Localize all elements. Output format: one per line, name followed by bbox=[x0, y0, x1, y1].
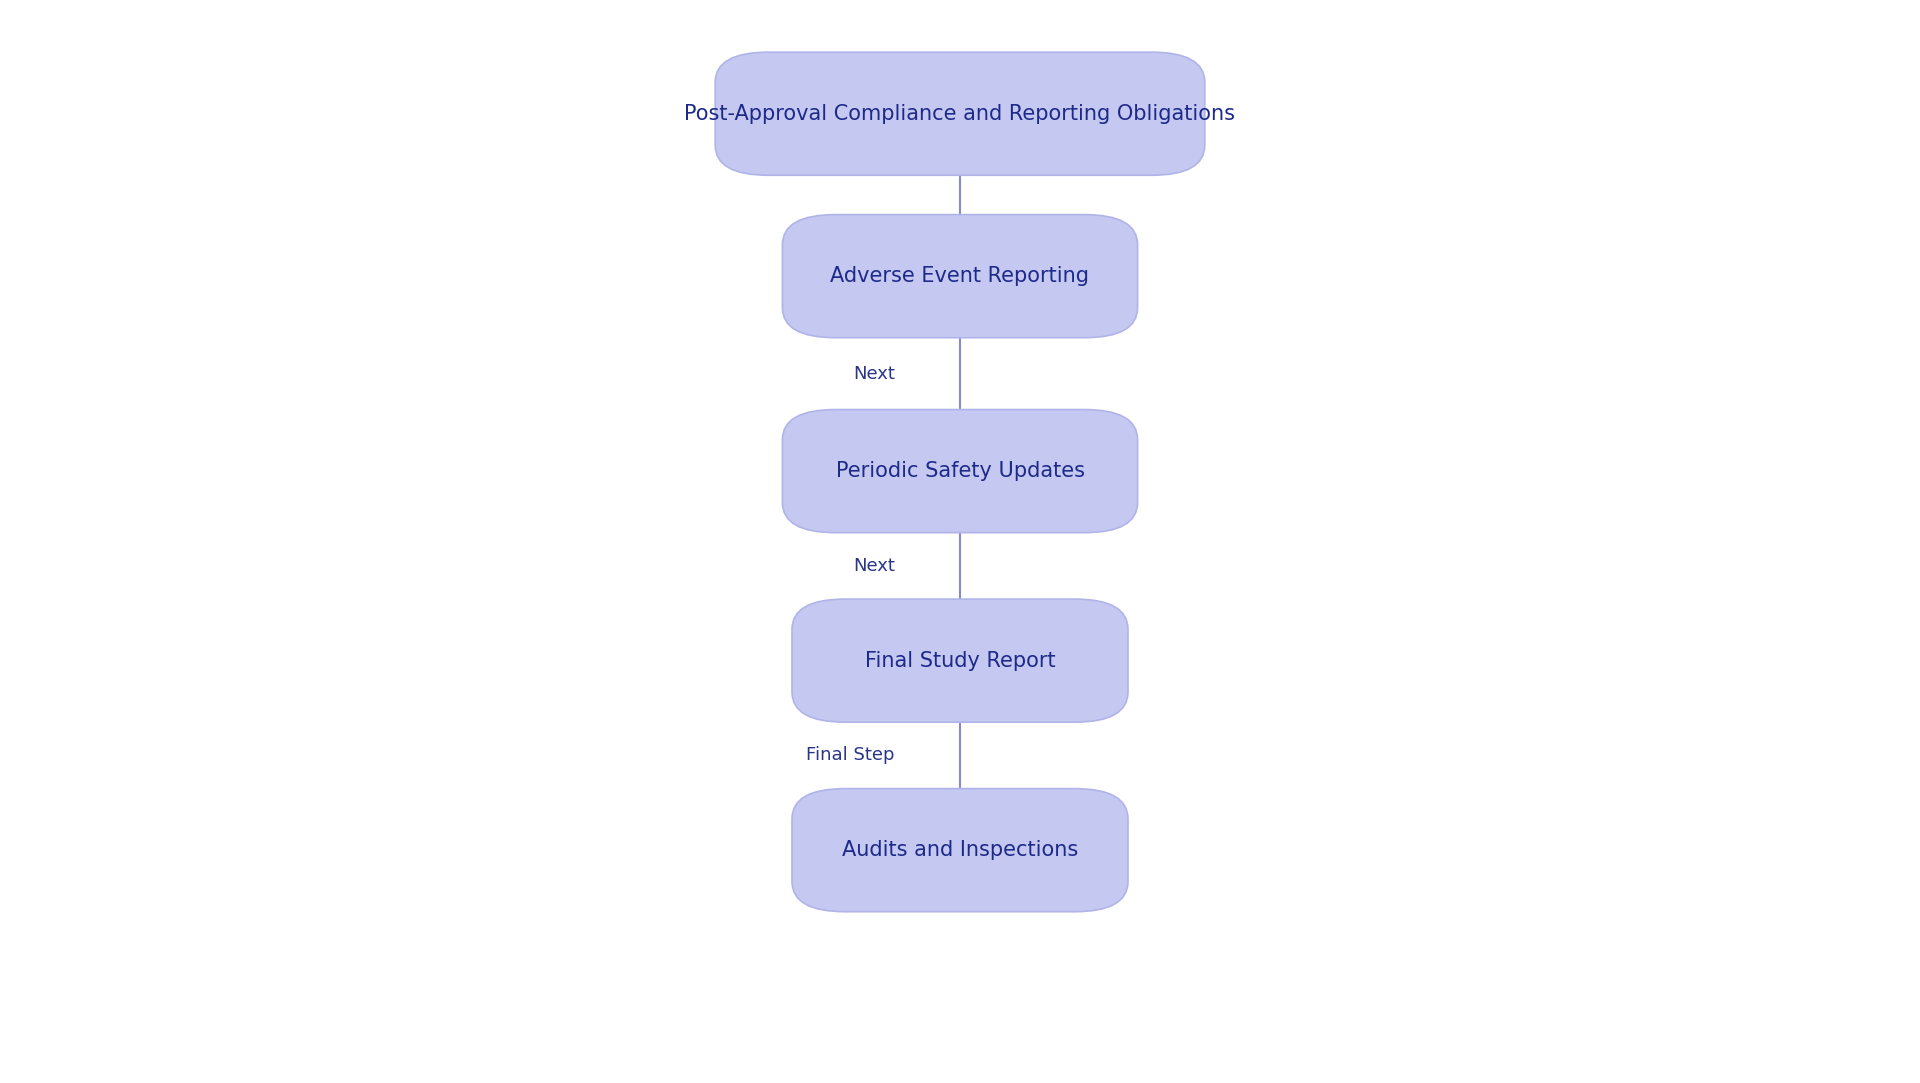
FancyBboxPatch shape bbox=[783, 409, 1137, 533]
FancyBboxPatch shape bbox=[783, 214, 1137, 338]
Text: Periodic Safety Updates: Periodic Safety Updates bbox=[835, 461, 1085, 481]
Text: Final Step: Final Step bbox=[806, 746, 895, 765]
FancyBboxPatch shape bbox=[791, 599, 1127, 722]
Text: Post-Approval Compliance and Reporting Obligations: Post-Approval Compliance and Reporting O… bbox=[685, 104, 1235, 123]
FancyBboxPatch shape bbox=[791, 788, 1127, 912]
FancyBboxPatch shape bbox=[714, 52, 1206, 175]
Text: Final Study Report: Final Study Report bbox=[864, 651, 1056, 670]
Text: Adverse Event Reporting: Adverse Event Reporting bbox=[831, 266, 1089, 286]
Text: Audits and Inspections: Audits and Inspections bbox=[841, 840, 1079, 860]
Text: Next: Next bbox=[852, 365, 895, 382]
Text: Next: Next bbox=[852, 557, 895, 575]
